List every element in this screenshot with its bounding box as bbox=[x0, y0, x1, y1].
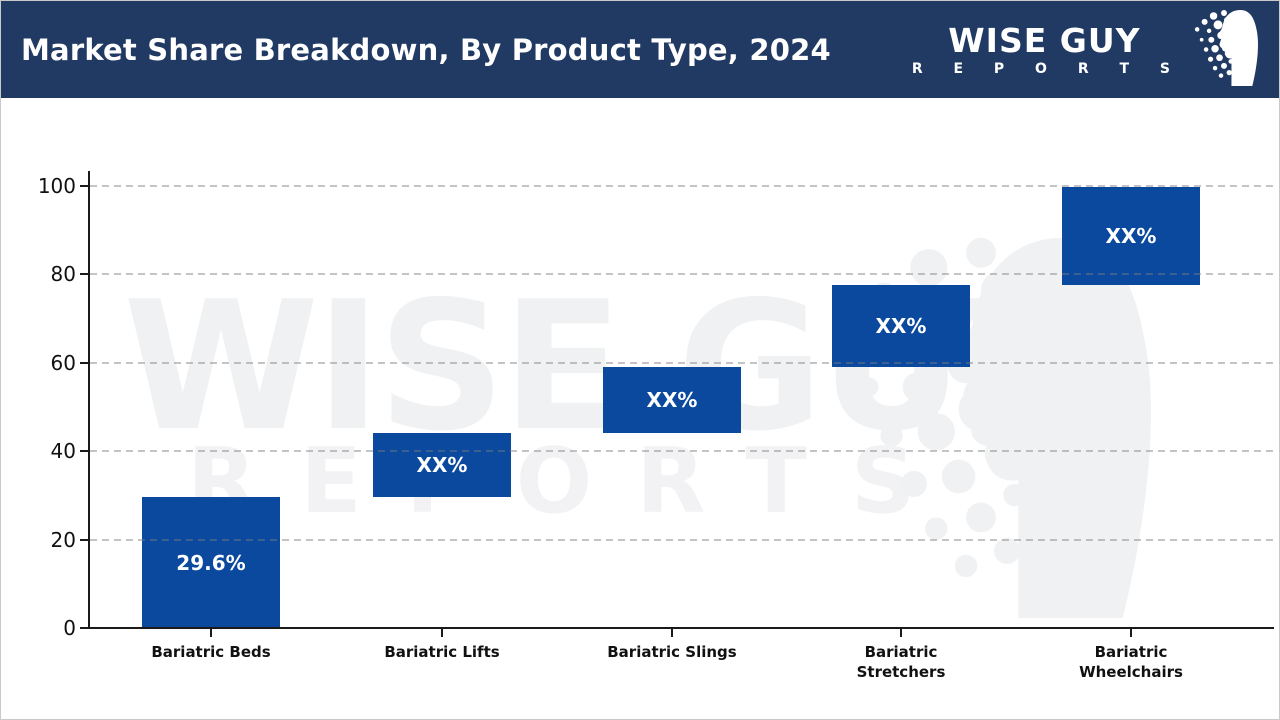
bar-value-label: XX% bbox=[416, 452, 468, 477]
y-axis-tick bbox=[80, 450, 88, 453]
bar-value-label: XX% bbox=[646, 387, 698, 412]
x-axis-tick bbox=[900, 629, 902, 637]
waterfall-bar bbox=[603, 366, 741, 433]
y-axis-tick-label: 0 bbox=[63, 616, 76, 640]
bar-value-label: XX% bbox=[875, 313, 927, 338]
page-title: Market Share Breakdown, By Product Type,… bbox=[21, 32, 831, 67]
x-axis-category-label: Bariatric Slings bbox=[607, 643, 737, 661]
gridline bbox=[90, 450, 1273, 453]
waterfall-bar bbox=[373, 432, 511, 498]
gridline bbox=[90, 538, 1273, 541]
x-axis-tick bbox=[441, 629, 443, 637]
header-bar: Market Share Breakdown, By Product Type,… bbox=[1, 1, 1279, 98]
y-axis-tick-label: 20 bbox=[50, 527, 76, 552]
y-axis-tick bbox=[80, 538, 88, 541]
y-axis-tick-label: 80 bbox=[50, 262, 76, 287]
brand-name: WISE GUY bbox=[948, 20, 1141, 60]
gridline bbox=[90, 361, 1273, 364]
x-axis-tick bbox=[1130, 629, 1132, 637]
face-profile-dots-icon bbox=[1185, 7, 1263, 93]
x-axis-tick bbox=[210, 629, 212, 637]
brand-logo: WISE GUY R E P O R T S bbox=[906, 7, 1263, 93]
gridline bbox=[90, 273, 1273, 276]
y-axis-tick-label: 40 bbox=[50, 439, 76, 464]
x-axis-category-label: Bariatric Wheelchairs bbox=[1079, 643, 1183, 681]
brand-logo-text: WISE GUY R E P O R T S bbox=[906, 24, 1183, 76]
y-axis-tick bbox=[80, 273, 88, 276]
x-axis-category-label: Bariatric Beds bbox=[151, 643, 271, 661]
gridline bbox=[90, 185, 1273, 187]
y-axis-tick-label: 100 bbox=[37, 174, 76, 198]
y-axis-tick bbox=[80, 361, 88, 364]
brand-subname: R E P O R T S bbox=[911, 60, 1183, 77]
waterfall-bar bbox=[142, 497, 280, 628]
x-axis-spine bbox=[87, 627, 1274, 629]
x-axis-category-label: Bariatric Stretchers bbox=[856, 643, 946, 681]
bar-value-label: 29.6% bbox=[176, 550, 246, 575]
y-axis-tick-label: 60 bbox=[50, 350, 76, 375]
chart-plot-area: 0 20 40 60 80 100 29.6% Bariatric Beds XX% Bariat… bbox=[1, 98, 1279, 719]
y-axis-tick bbox=[80, 627, 88, 629]
bar-value-label: XX% bbox=[1105, 223, 1157, 248]
x-axis-category-label: Bariatric Lifts bbox=[384, 643, 500, 661]
x-axis-tick bbox=[671, 629, 673, 637]
y-axis-spine bbox=[88, 171, 90, 629]
y-axis-tick bbox=[80, 185, 88, 187]
